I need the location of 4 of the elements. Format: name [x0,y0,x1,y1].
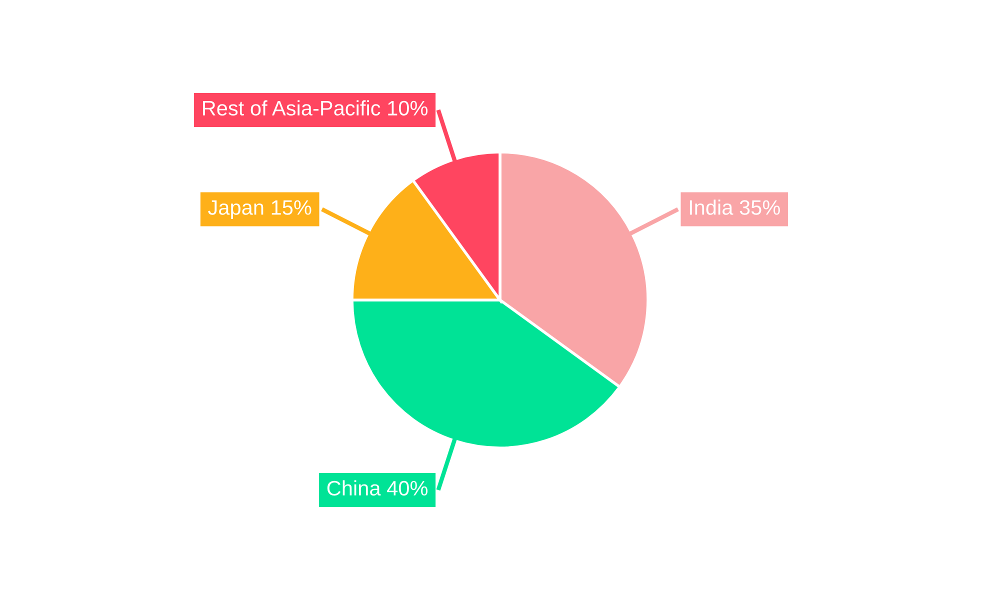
slice-label: Japan 15% [208,200,312,220]
slice-label: China 40% [327,480,428,496]
slice-label: Rest of Asia-Pacific 10% [203,100,428,116]
slice-label: India 35% [690,200,780,215]
